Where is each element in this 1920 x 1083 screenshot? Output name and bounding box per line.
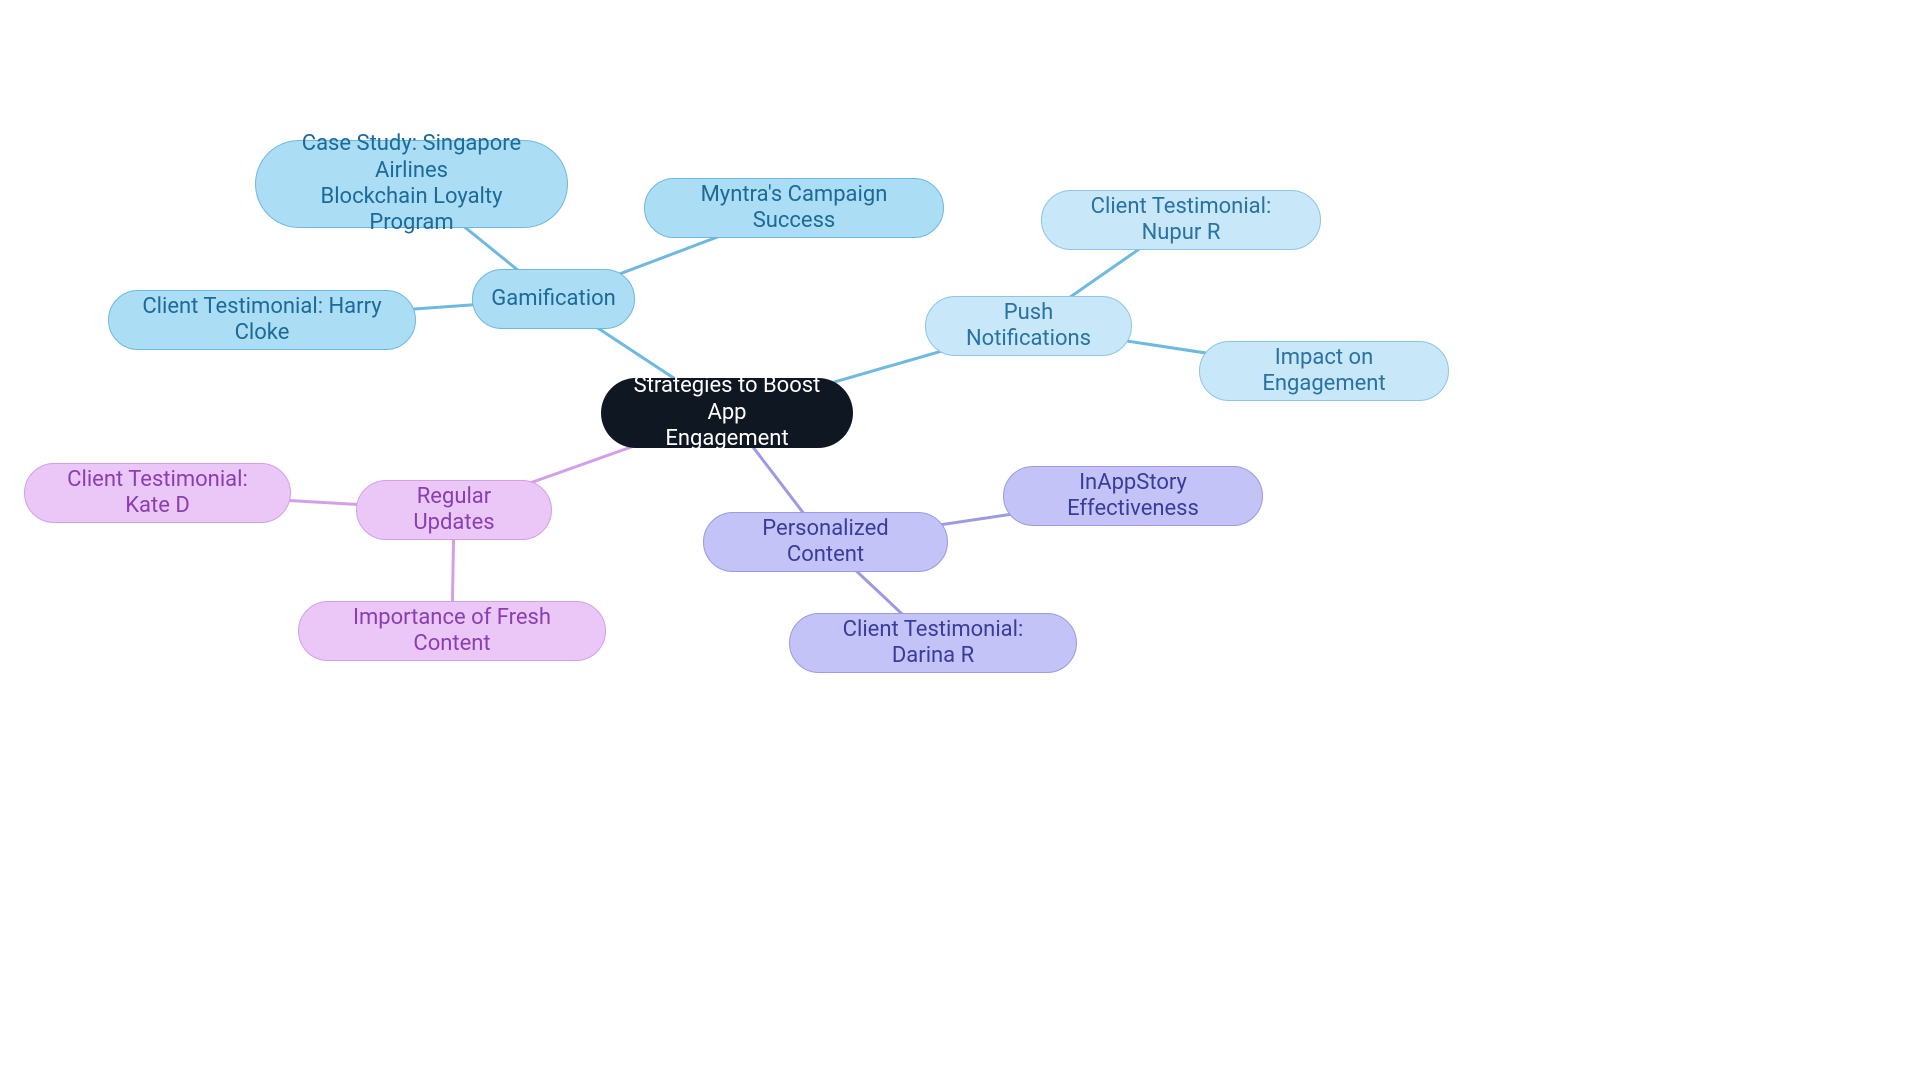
node-personal: Personalized Content [703,512,948,572]
node-label: Impact on Engagement [1228,345,1420,398]
node-label: Case Study: Singapore Airlines Blockchai… [284,131,539,237]
node-label: Strategies to Boost App Engagement [629,373,825,452]
node-inapp: InAppStory Effectiveness [1003,466,1263,526]
node-label: InAppStory Effectiveness [1032,470,1234,523]
node-label: Client Testimonial: Harry Cloke [137,294,387,347]
node-label: Gamification [491,286,616,312]
node-label: Client Testimonial: Kate D [53,467,262,520]
node-kate: Client Testimonial: Kate D [24,463,291,523]
node-label: Client Testimonial: Nupur R [1070,194,1292,247]
node-nupur: Client Testimonial: Nupur R [1041,190,1321,250]
node-root: Strategies to Boost App Engagement [601,378,853,448]
node-fresh: Importance of Fresh Content [298,601,606,661]
node-gamification: Gamification [472,269,635,329]
node-darina: Client Testimonial: Darina R [789,613,1077,673]
node-label: Personalized Content [732,516,919,569]
node-case_sia: Case Study: Singapore Airlines Blockchai… [255,140,568,228]
node-harry: Client Testimonial: Harry Cloke [108,290,416,350]
node-myntra: Myntra's Campaign Success [644,178,944,238]
node-label: Client Testimonial: Darina R [818,617,1048,670]
node-label: Importance of Fresh Content [327,605,577,658]
node-updates: Regular Updates [356,480,552,540]
node-impact: Impact on Engagement [1199,341,1449,401]
node-push: Push Notifications [925,296,1132,356]
node-label: Myntra's Campaign Success [673,182,915,235]
node-label: Regular Updates [385,484,523,537]
node-label: Push Notifications [954,300,1103,353]
